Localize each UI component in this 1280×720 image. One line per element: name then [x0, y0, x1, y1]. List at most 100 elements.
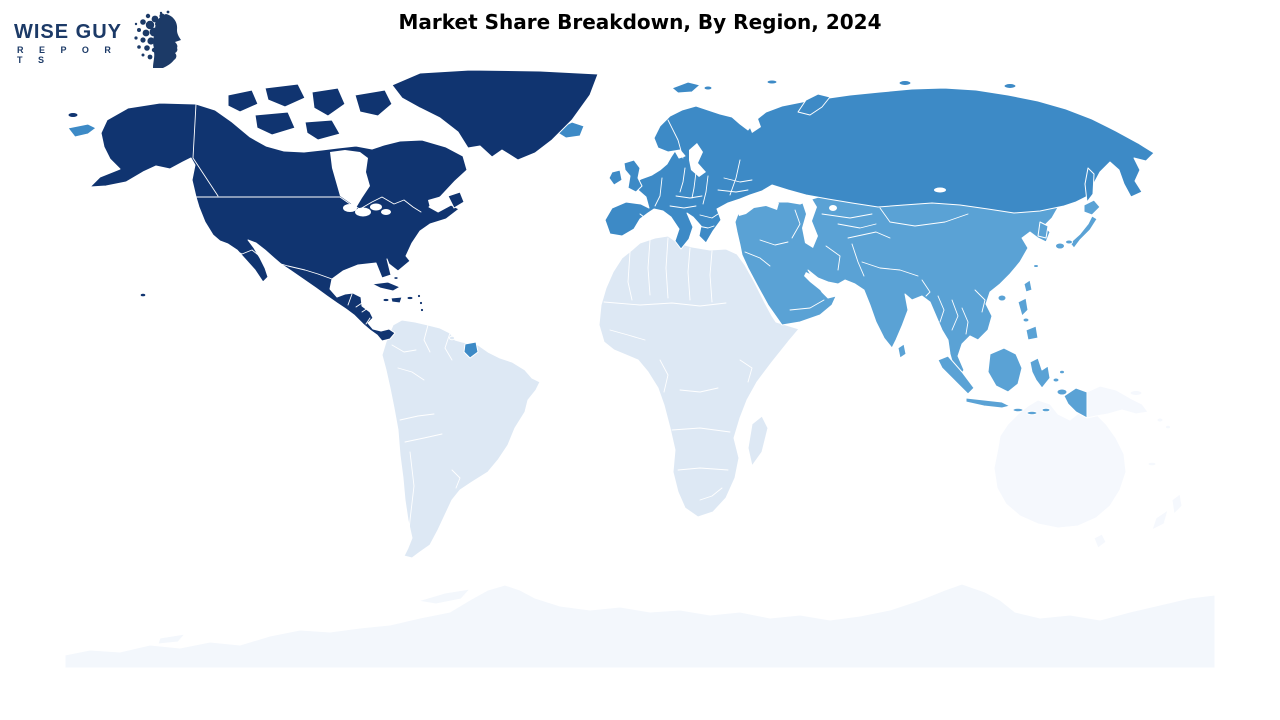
ireland: [608, 169, 623, 186]
sumatra: [937, 355, 975, 395]
madagascar: [747, 415, 769, 467]
africa-mainland: [598, 235, 800, 518]
tasmania: [1093, 533, 1107, 549]
africa-country-borders: [603, 237, 753, 501]
aral-sea: [829, 205, 837, 211]
great-lake: [370, 203, 382, 211]
south-america-mainland: [381, 319, 541, 559]
page-title: Market Share Breakdown, By Region, 2024: [398, 10, 882, 34]
new-caledonia: [1147, 461, 1157, 467]
region-europe: [67, 79, 1155, 250]
st-lawrence-island: [67, 112, 79, 118]
dotted-head-icon: [134, 10, 181, 68]
hudson-bay: [330, 150, 370, 208]
inland-seas: [330, 116, 946, 290]
hawaii: [139, 292, 147, 298]
hainan: [997, 294, 1007, 302]
lesser-sunda: [1026, 410, 1038, 416]
north-america-country-borders: [192, 103, 422, 331]
great-britain: [623, 159, 643, 193]
lesser-antilles: [416, 293, 422, 299]
visayas: [1022, 317, 1030, 323]
trinidad: [449, 335, 455, 341]
hispaniola: [390, 296, 403, 304]
sri-lanka: [897, 343, 907, 359]
lesser-antilles: [419, 307, 425, 313]
sulawesi: [1029, 357, 1051, 389]
region-north-america: [67, 69, 599, 342]
lesser-antilles: [418, 300, 424, 306]
sakhalin: [1084, 167, 1095, 203]
wise-guy-reports-logo: WISE GUY R E P O R T S: [14, 8, 194, 68]
persian-gulf: [804, 272, 826, 290]
antarctica-sliver: [417, 588, 471, 605]
antarctica-sliver: [157, 633, 186, 645]
cuba: [371, 281, 401, 292]
lesser-sunda: [1012, 407, 1024, 413]
new-zealand-south: [1151, 509, 1169, 531]
baltic-sea: [689, 143, 706, 177]
java: [965, 397, 1011, 409]
caspian-sea: [801, 197, 818, 248]
australia: [993, 397, 1127, 529]
europe-russia-mainland: [604, 87, 1155, 250]
antarctica: [64, 583, 1216, 669]
arctic-island: [254, 111, 296, 136]
north-america-mainland: [89, 102, 468, 342]
logo-wordmark: WISE GUY R E P O R T S: [14, 22, 138, 65]
birds-head: [1056, 388, 1068, 396]
severnaya-zemlya: [898, 80, 912, 86]
region-africa: [598, 235, 800, 518]
newfoundland: [447, 191, 465, 209]
jamaica: [382, 297, 390, 303]
taiwan: [1023, 279, 1033, 293]
black-sea: [737, 196, 779, 216]
lesser-sunda: [1041, 407, 1051, 413]
maluku: [1052, 377, 1060, 383]
arctic-island: [227, 89, 259, 113]
new-siberian-islands: [1003, 83, 1017, 89]
logo-line1: WISE GUY: [14, 21, 123, 43]
maluku: [1059, 369, 1065, 375]
great-lake: [355, 207, 371, 217]
mindanao: [1025, 325, 1039, 341]
french-guiana: [463, 341, 479, 359]
shikoku: [1065, 239, 1073, 245]
svalbard: [671, 81, 701, 94]
luzon: [1017, 297, 1029, 317]
asia-country-borders: [744, 207, 986, 335]
arctic-island: [304, 119, 341, 141]
korea: [1037, 221, 1049, 239]
novaya-zemlya: [797, 93, 831, 116]
greenland: [391, 69, 599, 161]
arctic-island: [311, 87, 346, 117]
europe-country-borders: [639, 119, 753, 229]
logo-line2: R E P O R T S: [17, 45, 118, 65]
great-lake: [343, 204, 357, 212]
kyushu: [1055, 242, 1065, 250]
baffin-island: [354, 89, 393, 117]
region-antarctica: [64, 583, 1216, 669]
white-sea: [747, 116, 761, 133]
chukotka-wrap: [67, 123, 97, 138]
hokkaido: [1083, 199, 1101, 216]
svalbard-island: [703, 85, 713, 91]
new-zealand-north: [1171, 493, 1183, 515]
great-lake: [381, 209, 391, 215]
region-oceania: [993, 385, 1183, 549]
borneo: [987, 347, 1023, 393]
new-britain: [1129, 390, 1143, 396]
honshu: [1069, 215, 1098, 249]
solomon-island: [1156, 417, 1164, 423]
south-america-country-borders: [391, 324, 461, 543]
puerto-rico: [406, 295, 414, 301]
gulf-of-st-lawrence: [428, 196, 450, 210]
lake-baikal: [934, 187, 946, 193]
okinawa: [1033, 264, 1039, 268]
region-asia-pacific: [734, 195, 1101, 419]
pacific-island: [1165, 424, 1171, 430]
arctic-island: [264, 83, 306, 108]
papua-new-guinea: [1086, 385, 1149, 419]
region-south-america: [381, 319, 541, 559]
